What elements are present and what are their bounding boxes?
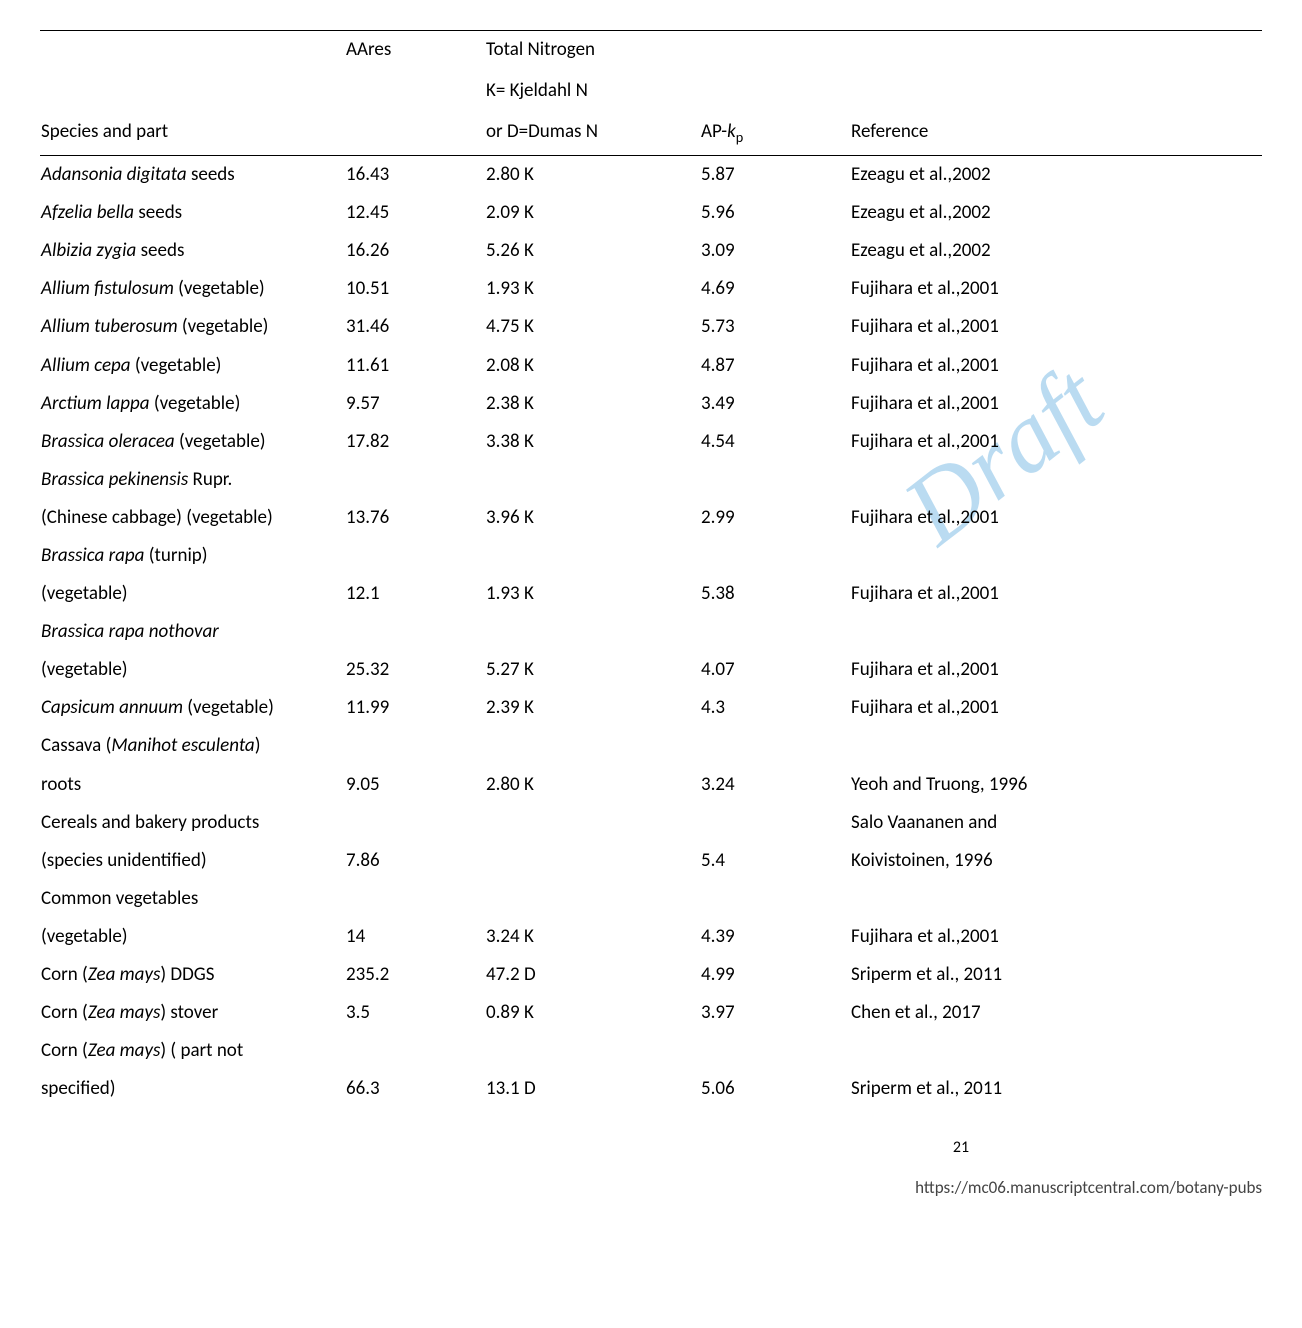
- header-aares: AAres: [345, 31, 485, 73]
- table-row: Cassava (Manihot esculenta): [40, 727, 1262, 765]
- header-species: Species and part: [40, 113, 345, 155]
- table-row: Allium tuberosum (vegetable)31.464.75 K5…: [40, 308, 1262, 346]
- header-reference: Reference: [850, 113, 1262, 155]
- table-row: Albizia zygia seeds16.265.26 K3.09Ezeagu…: [40, 232, 1262, 270]
- table-row: Brassica rapa nothovar: [40, 613, 1262, 651]
- table-row: specified)66.313.1 D5.06Sriperm et al., …: [40, 1070, 1262, 1108]
- table-row: Allium cepa (vegetable)11.612.08 K4.87Fu…: [40, 347, 1262, 385]
- table-row: (vegetable)12.11.93 K5.38Fujihara et al.…: [40, 575, 1262, 613]
- header-apkp: AP-kp: [700, 113, 850, 155]
- table-row: Adansonia digitata seeds16.432.80 K5.87E…: [40, 156, 1262, 195]
- table-row: (vegetable)143.24 K4.39Fujihara et al.,2…: [40, 918, 1262, 956]
- table-row: Corn (Zea mays) stover3.50.89 K3.97Chen …: [40, 994, 1262, 1032]
- header-nitrogen-line1: Total Nitrogen: [485, 31, 700, 73]
- table-row: Cereals and bakery productsSalo Vaananen…: [40, 804, 1262, 842]
- table-content: AAres Total Nitrogen K= Kjeldahl N Speci…: [40, 30, 1262, 1204]
- table-row: Afzelia bella seeds12.452.09 K5.96Ezeagu…: [40, 194, 1262, 232]
- table-row: (species unidentified)7.865.4Koivistoine…: [40, 842, 1262, 880]
- table-header-row: AAres Total Nitrogen: [40, 31, 1262, 73]
- table-header-row-2: K= Kjeldahl N: [40, 72, 1262, 113]
- table-row: Corn (Zea mays) DDGS235.247.2 D4.99Sripe…: [40, 956, 1262, 994]
- table-row: Common vegetables: [40, 880, 1262, 918]
- table-row: Arctium lappa (vegetable)9.572.38 K3.49F…: [40, 385, 1262, 423]
- footer-url: https://mc06.manuscriptcentral.com/botan…: [40, 1172, 1262, 1204]
- table-row: Brassica pekinensis Rupr.: [40, 461, 1262, 499]
- table-row: roots9.052.80 K3.24Yeoh and Truong, 1996: [40, 766, 1262, 804]
- data-table: AAres Total Nitrogen K= Kjeldahl N Speci…: [40, 30, 1262, 1108]
- header-nitrogen-line2: K= Kjeldahl N: [485, 72, 700, 113]
- table-header-row-3: Species and part or D=Dumas N AP-kp Refe…: [40, 113, 1262, 155]
- table-row: Capsicum annuum (vegetable)11.992.39 K4.…: [40, 689, 1262, 727]
- table-row: (vegetable)25.325.27 K4.07Fujihara et al…: [40, 651, 1262, 689]
- table-row: Allium fistulosum (vegetable)10.511.93 K…: [40, 270, 1262, 308]
- page-number: 21: [660, 1133, 1262, 1163]
- table-row: Brassica rapa (turnip): [40, 537, 1262, 575]
- table-row: Brassica oleracea (vegetable)17.823.38 K…: [40, 423, 1262, 461]
- table-row: (Chinese cabbage) (vegetable)13.763.96 K…: [40, 499, 1262, 537]
- table-row: Corn (Zea mays) ( part not: [40, 1032, 1262, 1070]
- header-nitrogen-line3: or D=Dumas N: [485, 113, 700, 155]
